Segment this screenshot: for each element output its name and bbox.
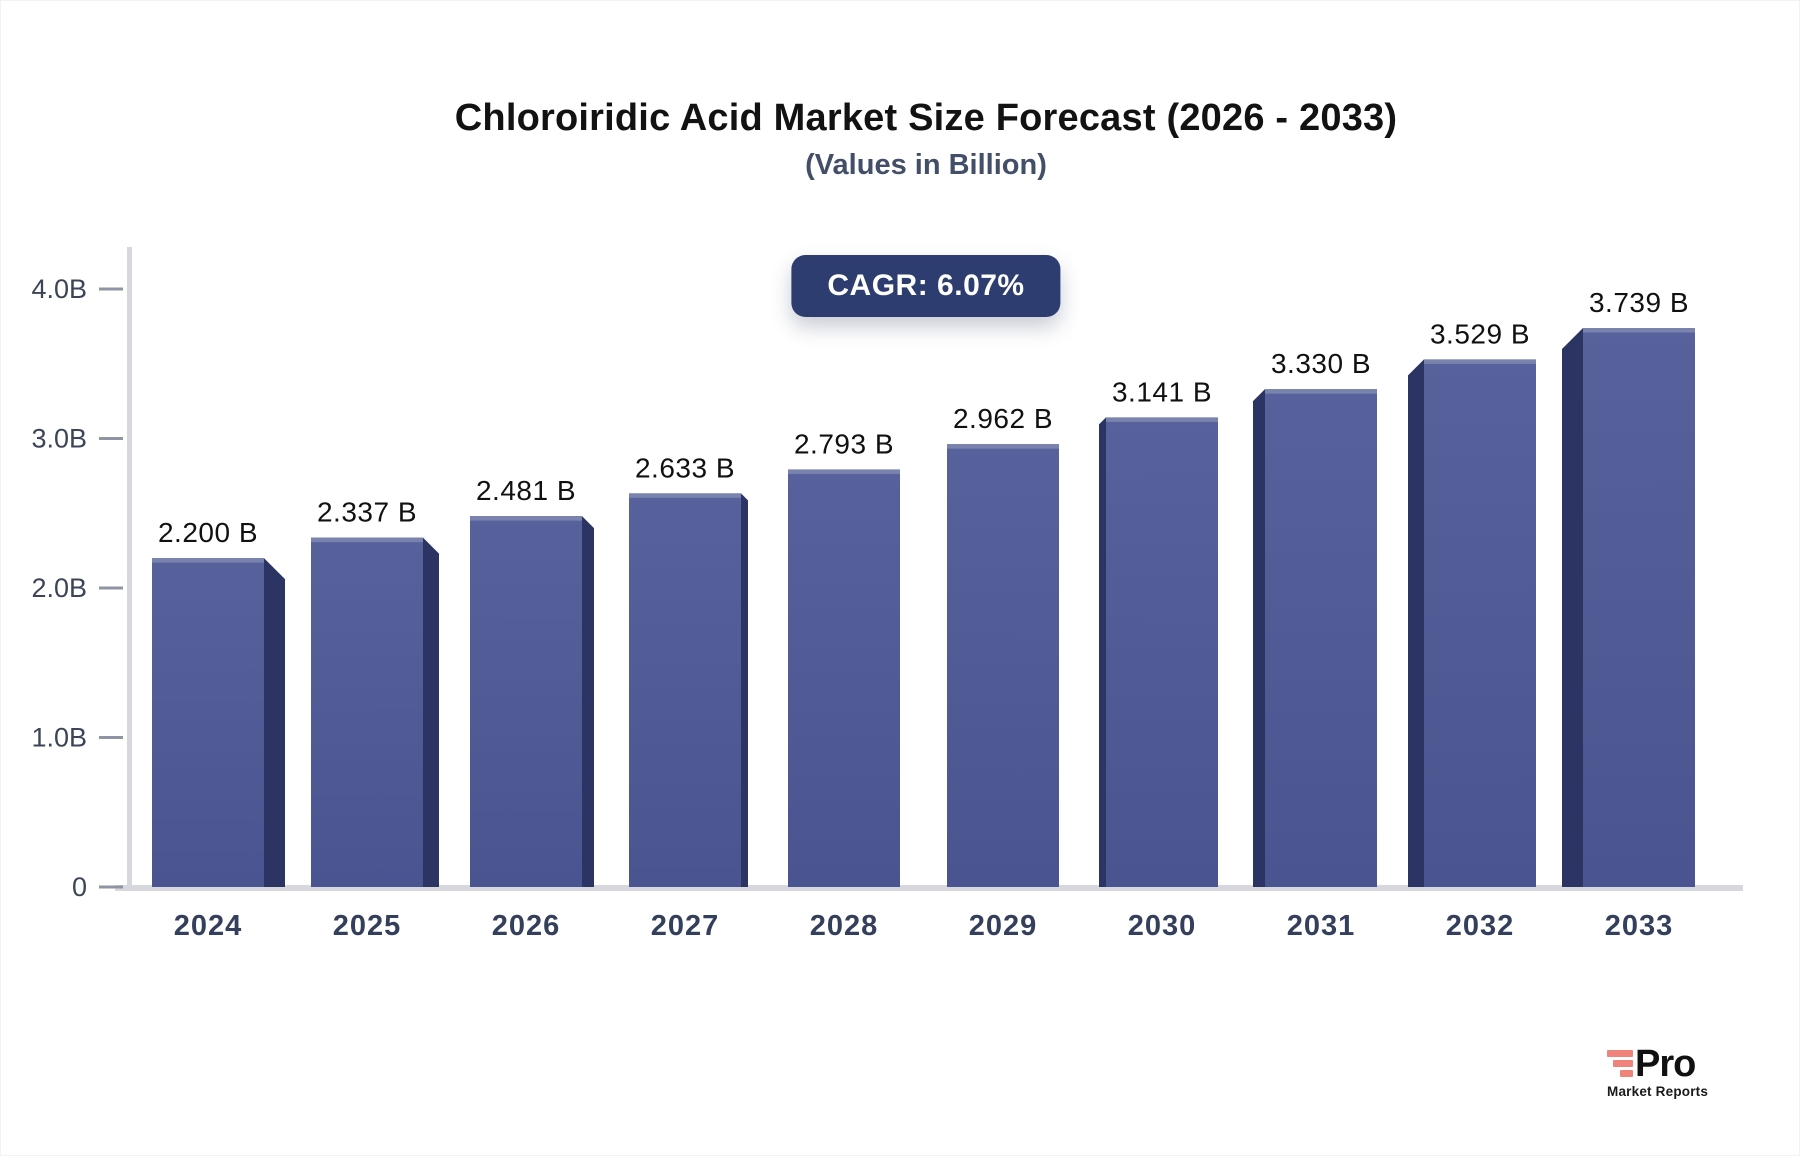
- bar-front-face: [947, 444, 1059, 887]
- bar-front-face: [152, 558, 264, 887]
- bar-value-label: 2.337 B: [317, 497, 417, 528]
- y-tick-label: 2.0B: [31, 573, 87, 603]
- x-category-label: 2024: [174, 910, 243, 942]
- bar-2031: 3.330 B 2031: [1253, 348, 1377, 942]
- bar-value-label: 3.739 B: [1589, 287, 1689, 318]
- logo-subtext: Market Reports: [1607, 1084, 1709, 1099]
- bar-top-highlight: [1424, 359, 1536, 364]
- x-category-label: 2032: [1446, 910, 1515, 942]
- x-category-label: 2026: [492, 910, 561, 942]
- bar-top-highlight: [629, 493, 741, 498]
- bar-front-face: [470, 516, 582, 887]
- bar-front-face: [1106, 417, 1218, 887]
- y-tick-label: 0: [72, 872, 87, 902]
- x-category-label: 2027: [651, 910, 720, 942]
- bar-front-face: [1583, 328, 1695, 887]
- bar-top-highlight: [947, 444, 1059, 449]
- bar-2029: 2.962 B 2029: [947, 403, 1059, 942]
- y-tick-label: 4.0B: [31, 274, 87, 304]
- cagr-badge: CAGR: 6.07%: [791, 255, 1061, 317]
- bar-value-label: 2.481 B: [476, 475, 576, 506]
- chart-title: Chloroiridic Acid Market Size Forecast (…: [454, 97, 1398, 139]
- bar-2028: 2.793 B 2028: [788, 428, 900, 942]
- bar-top-highlight: [1106, 417, 1218, 422]
- bar-front-face: [629, 493, 741, 887]
- x-category-label: 2030: [1128, 910, 1197, 942]
- y-axis-line: [127, 247, 132, 891]
- bar-top-highlight: [1583, 328, 1695, 333]
- bar-value-label: 3.529 B: [1430, 318, 1530, 349]
- x-axis-line: [115, 885, 1743, 891]
- bar-side-face: [1253, 389, 1265, 887]
- bar-2026: 2.481 B 2026: [470, 475, 594, 942]
- bar-value-label: 2.633 B: [635, 452, 735, 483]
- bar-value-label: 2.200 B: [158, 517, 258, 548]
- bar-front-face: [788, 469, 900, 887]
- bar-top-highlight: [311, 537, 423, 543]
- y-tick-label: 3.0B: [31, 424, 87, 454]
- logo-text: Pro: [1635, 1043, 1696, 1085]
- x-category-label: 2029: [969, 910, 1038, 942]
- bar-top-highlight: [1265, 389, 1377, 394]
- bar-value-label: 3.330 B: [1271, 348, 1371, 379]
- bar-2033: 3.739 B 2033: [1562, 287, 1695, 942]
- bar-top-highlight: [470, 516, 582, 521]
- bar-value-label: 2.962 B: [953, 403, 1053, 434]
- x-category-label: 2025: [333, 910, 402, 942]
- bar-2027: 2.633 B 2027: [629, 452, 748, 942]
- bar-side-face: [741, 493, 748, 887]
- bar-side-face: [1562, 328, 1583, 887]
- logo-bars-icon: [1607, 1050, 1633, 1077]
- pro-market-reports-logo: Pro Market Reports: [1607, 1043, 1709, 1099]
- bar-side-face: [423, 537, 439, 887]
- x-category-label: 2028: [810, 910, 879, 942]
- bar-side-face: [1099, 417, 1106, 887]
- bar-2032: 3.529 B 2032: [1408, 318, 1536, 942]
- bar-value-label: 3.141 B: [1112, 376, 1212, 407]
- bar-front-face: [1265, 389, 1377, 887]
- bar-top-highlight: [152, 558, 264, 563]
- y-tick-label: 1.0B: [31, 723, 87, 753]
- bar-side-face: [582, 516, 594, 887]
- bar-value-label: 2.793 B: [794, 428, 894, 459]
- bar-2030: 3.141 B 2030: [1099, 376, 1218, 942]
- bar-front-face: [1424, 359, 1536, 887]
- x-category-label: 2031: [1287, 910, 1356, 942]
- bar-2025: 2.337 B 2025: [311, 497, 439, 942]
- bar-side-face: [1408, 359, 1424, 887]
- chart-subtitle: (Values in Billion): [805, 149, 1047, 181]
- bar-side-face: [264, 558, 285, 887]
- x-category-label: 2033: [1605, 910, 1674, 942]
- bar-2024: 2.200 B 2024: [152, 517, 285, 942]
- bar-front-face: [311, 537, 423, 887]
- bar-top-highlight: [788, 469, 900, 474]
